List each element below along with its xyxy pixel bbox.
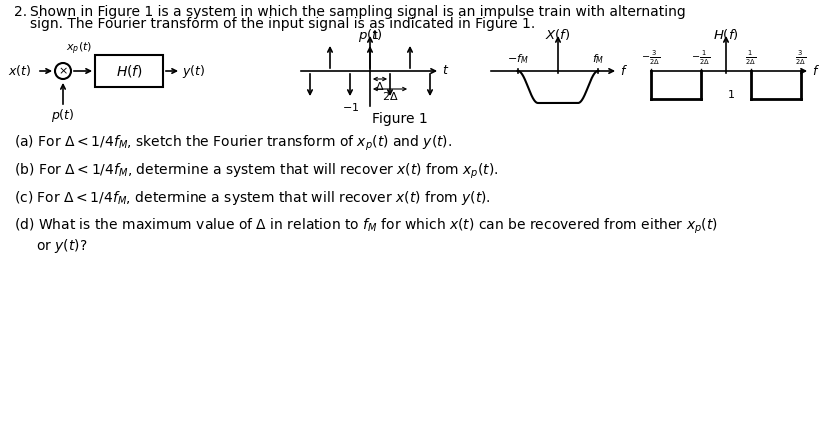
Text: $-\frac{3}{2\Delta}$: $-\frac{3}{2\Delta}$ <box>641 49 661 67</box>
Text: $H(f)$: $H(f)$ <box>713 27 739 43</box>
Text: $-f_M$: $-f_M$ <box>507 52 529 66</box>
Text: $x(t)$: $x(t)$ <box>8 64 31 78</box>
Text: (d) What is the maximum value of $\Delta$ in relation to $f_M$ for which $x(t)$ : (d) What is the maximum value of $\Delta… <box>14 216 718 236</box>
Text: Figure 1: Figure 1 <box>372 112 428 126</box>
Text: (c) For $\Delta < 1/4f_M$, determine a system that will recover $x(t)$ from $y(t: (c) For $\Delta < 1/4f_M$, determine a s… <box>14 189 491 207</box>
Text: $-1$: $-1$ <box>342 101 360 113</box>
Text: Shown in Figure 1 is a system in which the sampling signal is an impulse train w: Shown in Figure 1 is a system in which t… <box>30 5 686 19</box>
Text: $\frac{3}{2\Delta}$: $\frac{3}{2\Delta}$ <box>796 49 806 67</box>
Text: 1: 1 <box>728 90 735 100</box>
Text: $\times$: $\times$ <box>58 66 68 76</box>
Text: $p(t)$: $p(t)$ <box>51 107 75 123</box>
Text: (b) For $\Delta < 1/4f_M$, determine a system that will recover $x(t)$ from $x_p: (b) For $\Delta < 1/4f_M$, determine a s… <box>14 161 498 181</box>
Text: $t$: $t$ <box>442 64 450 77</box>
Text: $X(f)$: $X(f)$ <box>545 27 570 43</box>
Text: $p(t)$: $p(t)$ <box>358 27 382 43</box>
Text: $\frac{1}{2\Delta}$: $\frac{1}{2\Delta}$ <box>746 49 756 67</box>
Text: sign. The Fourier transform of the input signal is as indicated in Figure 1.: sign. The Fourier transform of the input… <box>30 17 535 31</box>
Text: $f_M$: $f_M$ <box>592 52 604 66</box>
Text: $y(t)$: $y(t)$ <box>182 62 206 80</box>
Text: or $y(t)$?: or $y(t)$? <box>14 237 87 255</box>
Text: $f$: $f$ <box>812 64 820 78</box>
Text: $f$: $f$ <box>620 64 628 78</box>
Text: $x_p(t)$: $x_p(t)$ <box>66 40 92 57</box>
Text: 2.: 2. <box>14 5 27 19</box>
Text: (a) For $\Delta < 1/4f_M$, sketch the Fourier transform of $x_p(t)$ and $y(t)$.: (a) For $\Delta < 1/4f_M$, sketch the Fo… <box>14 133 452 153</box>
Text: $\Delta$: $\Delta$ <box>375 80 385 92</box>
Text: $H(f)$: $H(f)$ <box>116 63 142 79</box>
Bar <box>95 55 163 87</box>
Text: $-\frac{1}{2\Delta}$: $-\frac{1}{2\Delta}$ <box>691 49 710 67</box>
Text: $2\Delta$: $2\Delta$ <box>381 90 399 102</box>
Text: 1: 1 <box>372 31 379 41</box>
